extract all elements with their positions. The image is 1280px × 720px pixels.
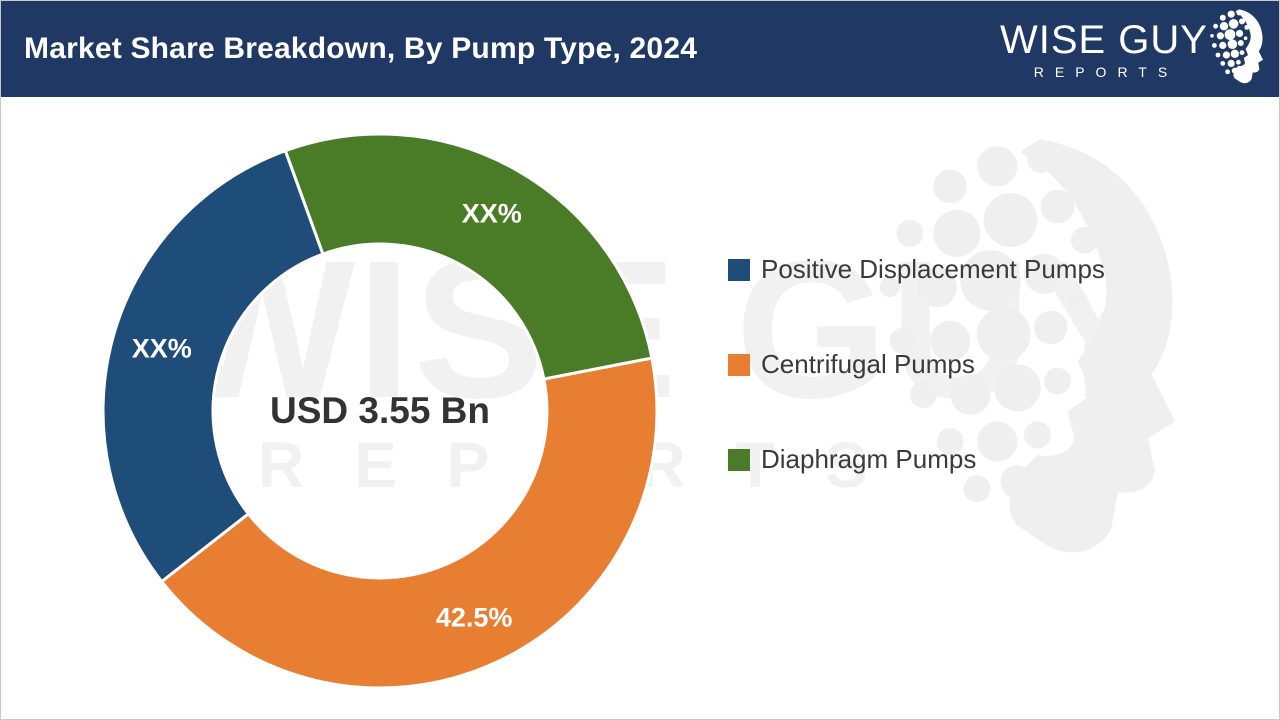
donut-slice-positive-displacement-pumps bbox=[101, 149, 325, 583]
legend-item-centrifugal-pumps: Centrifugal Pumps bbox=[728, 349, 1105, 380]
legend-swatch-blue bbox=[728, 258, 750, 281]
legend-swatch-green bbox=[728, 448, 750, 471]
slice-percentage-label: XX% bbox=[462, 198, 522, 228]
brand-logo-line1: WISE GUY bbox=[999, 17, 1208, 62]
slice-percentage-label: 42.5% bbox=[436, 603, 513, 633]
chart-legend: Positive Displacement Pumps Centrifugal … bbox=[728, 254, 1105, 475]
legend-item-diaphragm-pumps: Diaphragm Pumps bbox=[728, 444, 1105, 475]
brand-logo-line2: REPORTS bbox=[1033, 63, 1179, 80]
legend-label: Diaphragm Pumps bbox=[761, 444, 977, 474]
legend-label: Centrifugal Pumps bbox=[761, 349, 975, 379]
legend-label: Positive Displacement Pumps bbox=[761, 254, 1105, 284]
legend-swatch-orange bbox=[728, 353, 750, 376]
donut-slice-centrifugal-pumps bbox=[160, 356, 659, 690]
chart-center-value: USD 3.55 Bn bbox=[269, 390, 491, 431]
brand-head-icon bbox=[1210, 8, 1263, 83]
header-bar: Market Share Breakdown, By Pump Type, 20… bbox=[0, 0, 1280, 97]
legend-item-positive-displacement-pumps: Positive Displacement Pumps bbox=[728, 254, 1105, 285]
slice-percentage-label: XX% bbox=[132, 333, 192, 363]
page-title: Market Share Breakdown, By Pump Type, 20… bbox=[24, 31, 698, 65]
brand-logo-text: WISE GUY REPORTS bbox=[1000, 20, 1208, 80]
brand-logo: WISE GUY REPORTS bbox=[1000, 7, 1266, 91]
donut-slice-diaphragm-pumps bbox=[283, 132, 654, 381]
